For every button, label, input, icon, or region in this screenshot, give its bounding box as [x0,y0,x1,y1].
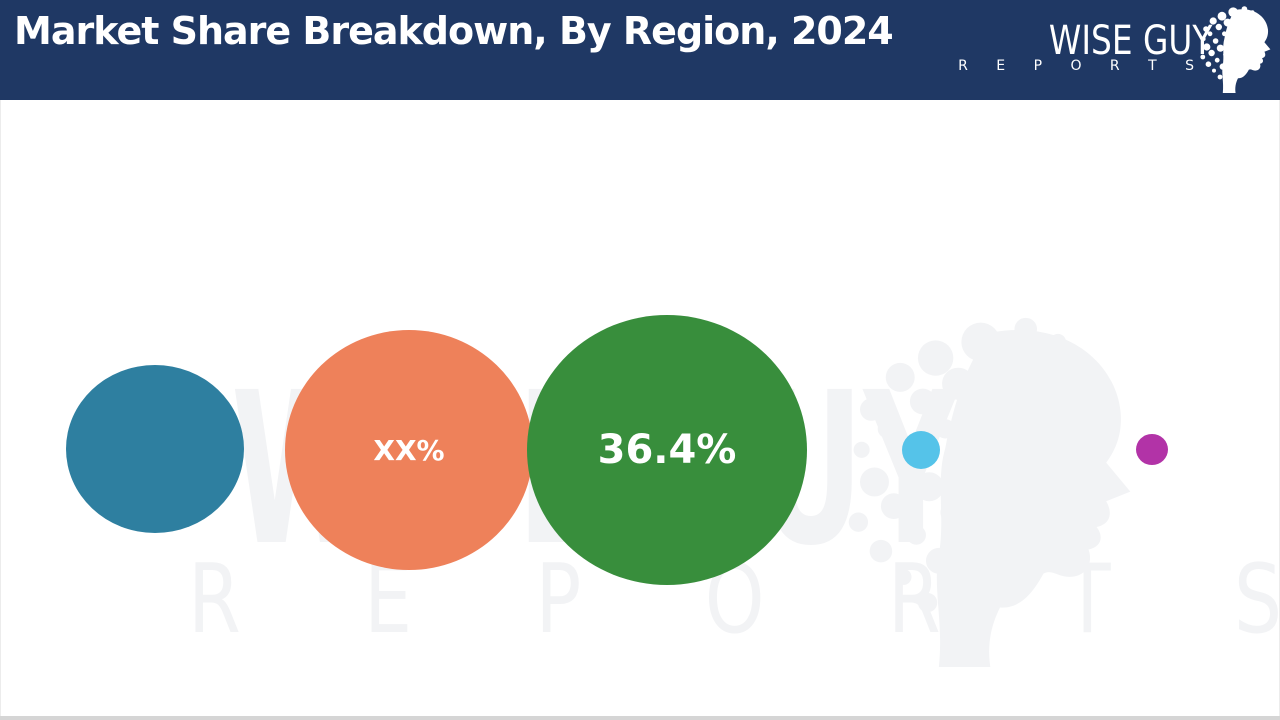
dotted-head-icon [1200,6,1271,94]
bubble-value-europe: XX% [373,433,445,467]
page-title: Market Share Breakdown, By Region, 2024 [14,9,894,53]
bubble-north-america [66,365,244,533]
bubble-south-america [902,431,940,469]
logo-tagline: R E P O R T S [958,58,1206,74]
chart-area: WISE GUY R E P O R T S XX% 36.4% North A… [0,100,1280,720]
brand-logo: WISE GUY R E P O R T S [958,0,1280,100]
bottom-edge-strip [0,716,1280,720]
bubble-mea [1136,434,1168,465]
bubble-europe: XX% [285,330,533,570]
bubble-apac: 36.4% [527,315,807,585]
header-bar: Market Share Breakdown, By Region, 2024 … [0,0,1280,100]
watermark-head-icon [848,317,1131,667]
logo-wordmark: WISE GUY [1048,18,1212,64]
bubble-value-apac: 36.4% [597,427,737,473]
